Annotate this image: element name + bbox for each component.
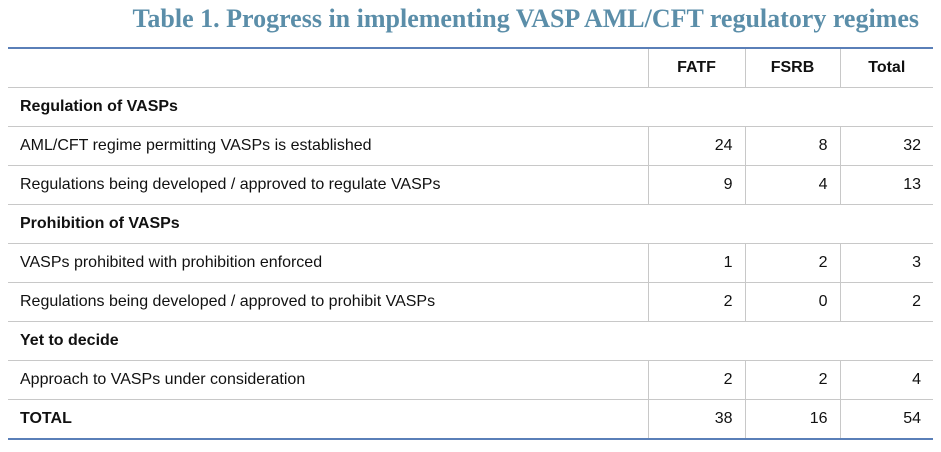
value-cell: 2 xyxy=(839,282,933,322)
row-label: TOTAL xyxy=(20,410,72,427)
data-row: AML/CFT regime permitting VASPs is estab… xyxy=(8,126,933,166)
value-cell: 32 xyxy=(839,126,933,166)
value-cell: 0 xyxy=(744,282,840,322)
value-cell: 9 xyxy=(647,165,745,205)
header-cell: Total xyxy=(839,48,933,88)
header-cell: FATF xyxy=(647,48,745,88)
data-row: Regulations being developed / approved t… xyxy=(8,165,933,205)
value-cell: 2 xyxy=(647,360,745,400)
value-cell: 54 xyxy=(839,399,933,439)
value-cell: 24 xyxy=(647,126,745,166)
value-cell: 16 xyxy=(744,399,840,439)
table-body: FATF FSRB Total Regulation of VASPs AML/CFT … xyxy=(8,48,933,439)
section-heading: Regulation of VASPs xyxy=(8,87,933,127)
section-heading: Yet to decide xyxy=(8,321,933,361)
section-row: Regulation of VASPs xyxy=(8,87,933,127)
value-cell: 4 xyxy=(744,165,840,205)
data-row: Approach to VASPs under consideration 2 2 4 xyxy=(8,360,933,400)
row-label: Regulations being developed / approved t… xyxy=(8,282,648,322)
section-row: Yet to decide xyxy=(8,321,933,361)
section-row: Prohibition of VASPs xyxy=(8,204,933,244)
section-heading: Prohibition of VASPs xyxy=(8,204,933,244)
value-cell: 2 xyxy=(744,243,840,283)
value-cell: 4 xyxy=(839,360,933,400)
header-cell xyxy=(8,48,648,88)
row-label: Approach to VASPs under consideration xyxy=(8,360,648,400)
value-cell: 13 xyxy=(839,165,933,205)
data-table: FATF FSRB Total Regulation of VASPs AML/CFT … xyxy=(8,47,933,440)
data-row: Regulations being developed / approved t… xyxy=(8,282,933,322)
value-cell: 2 xyxy=(744,360,840,400)
value-cell: 1 xyxy=(647,243,745,283)
row-label: VASPs prohibited with prohibition enforc… xyxy=(8,243,648,283)
row-label: Regulations being developed / approved t… xyxy=(8,165,648,205)
header-row: FATF FSRB Total xyxy=(8,48,933,88)
data-row: VASPs prohibited with prohibition enforc… xyxy=(8,243,933,283)
value-cell: 3 xyxy=(839,243,933,283)
value-cell: 38 xyxy=(647,399,745,439)
value-cell: 8 xyxy=(744,126,840,166)
row-label: AML/CFT regime permitting VASPs is estab… xyxy=(8,126,648,166)
total-row: TOTAL 38 16 54 xyxy=(8,399,933,439)
table-title: Table 1. Progress in implementing VASP A… xyxy=(132,4,919,33)
value-cell: 2 xyxy=(647,282,745,322)
header-cell: FSRB xyxy=(744,48,840,88)
